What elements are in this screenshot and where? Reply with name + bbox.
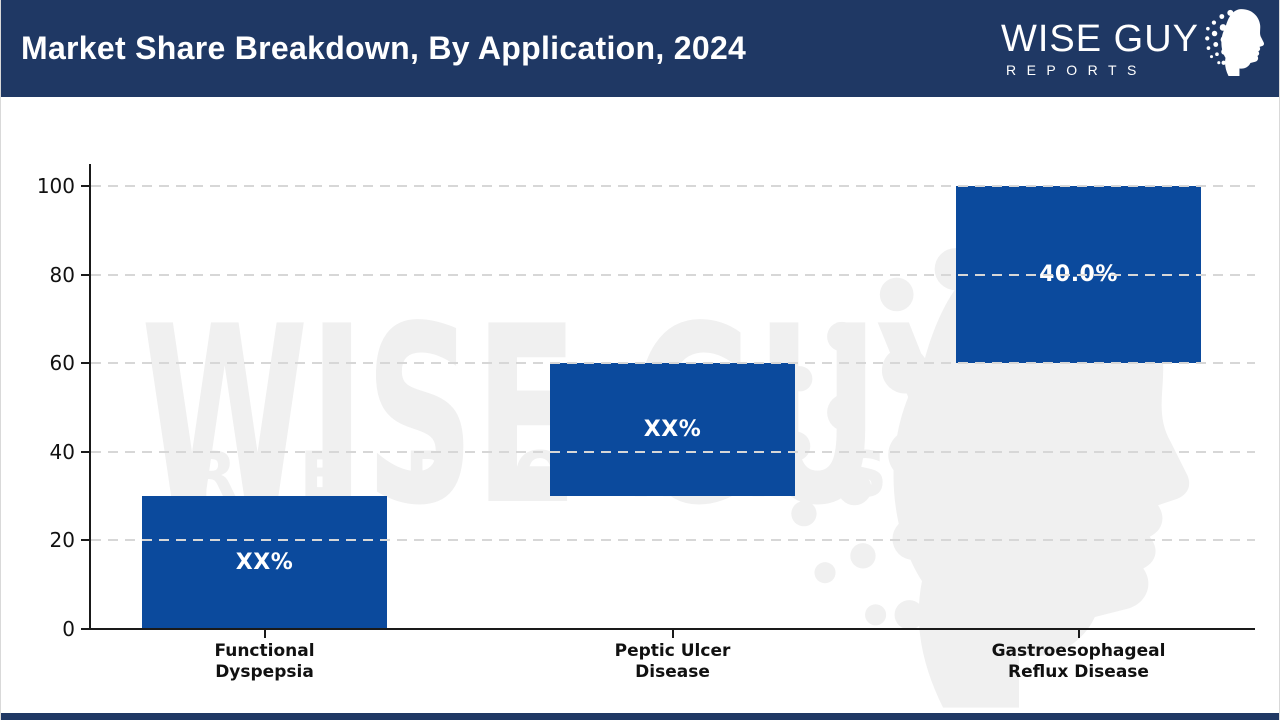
- logo-text: WISE GUY REPORTS: [1001, 20, 1199, 77]
- head-profile-glyph: [1205, 8, 1265, 76]
- x-axis-line: [89, 628, 1255, 630]
- y-tick-mark: [81, 628, 89, 630]
- wiseguy-logo: WISE GUY REPORTS: [1001, 0, 1265, 97]
- wiseguy-head-icon: [1203, 8, 1265, 90]
- x-category-label-line: Gastroesophageal: [991, 641, 1166, 661]
- x-category-label-line: Functional: [214, 641, 315, 661]
- y-tick-label: 0: [62, 617, 75, 641]
- y-tick-label: 100: [36, 174, 75, 198]
- y-axis-line: [89, 164, 91, 630]
- gridline-40: [91, 450, 1255, 453]
- x-category-label-line: Disease: [635, 662, 710, 682]
- logo-subtitle: REPORTS: [1005, 62, 1147, 78]
- y-tick-mark: [81, 185, 89, 187]
- x-tick-mark: [263, 630, 266, 638]
- x-category-label: Peptic Ulcer Disease: [513, 641, 833, 683]
- bar-segment: XX%: [142, 496, 387, 629]
- x-category-label-line: Peptic Ulcer: [614, 641, 731, 661]
- x-category-label-line: Dyspepsia: [215, 662, 314, 682]
- gridline-80: [91, 273, 1255, 276]
- x-tick-mark: [1077, 630, 1080, 638]
- x-category-label-line: Reflux Disease: [1008, 662, 1149, 682]
- y-tick-mark: [81, 273, 89, 276]
- bar-segment: XX%: [550, 363, 795, 497]
- x-category-label: Gastroesophageal Reflux Disease: [919, 641, 1239, 683]
- gridline-20: [91, 539, 1255, 542]
- y-tick-mark: [81, 450, 89, 453]
- x-tick-mark: [671, 630, 674, 638]
- x-category-label: Functional Dyspepsia: [105, 641, 425, 683]
- bar-value-label: XX%: [643, 417, 702, 443]
- bar-value-label: XX%: [235, 550, 294, 576]
- y-tick-label: 40: [49, 439, 75, 464]
- y-tick-mark: [81, 362, 89, 365]
- y-tick-label: 80: [49, 262, 75, 287]
- y-tick-label: 60: [49, 351, 75, 376]
- gridline-60: [91, 362, 1255, 365]
- gridline-100: [91, 185, 1255, 187]
- chart-title: Market Share Breakdown, By Application, …: [21, 30, 747, 66]
- y-tick-mark: [81, 539, 89, 542]
- footer-bar: [1, 713, 1279, 720]
- y-tick-label: 20: [49, 528, 75, 553]
- logo-wordmark: WISE GUY: [1000, 18, 1199, 60]
- header-bar: Market Share Breakdown, By Application, …: [1, 0, 1279, 97]
